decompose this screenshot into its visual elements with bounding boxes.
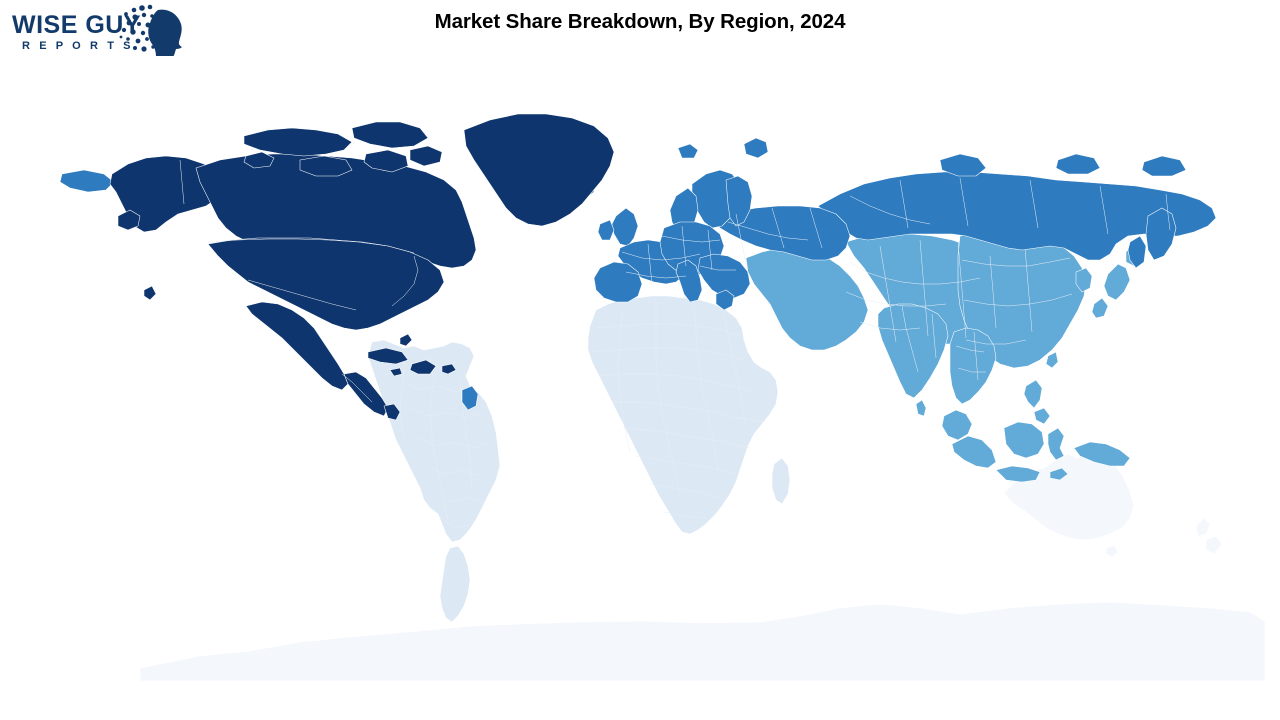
europe-country-borders	[621, 177, 1171, 285]
region-south-america	[368, 340, 500, 622]
logo-head-mark	[118, 4, 182, 57]
logo-wordmark-secondary: R E P O R T S	[22, 40, 134, 52]
africa-country-borders	[591, 300, 767, 519]
asia-pacific-country-borders	[845, 235, 1073, 381]
page-title: Market Share Breakdown, By Region, 2024	[434, 10, 846, 33]
wise-guy-reports-logo: WISE GUY R E P O R T S	[8, 4, 203, 57]
north-america-internal-borders	[179, 159, 419, 403]
logo-wordmark-primary: WISE GUY	[12, 11, 141, 39]
region-north-america	[110, 114, 614, 420]
chart-header: WISE GUY R E P O R T S Market Share Brea…	[0, 0, 1280, 57]
region-europe	[60, 138, 1216, 410]
world-choropleth-map	[0, 56, 1280, 720]
map-container	[0, 56, 1280, 720]
region-asia-pacific	[746, 230, 1144, 482]
region-africa	[588, 296, 790, 534]
